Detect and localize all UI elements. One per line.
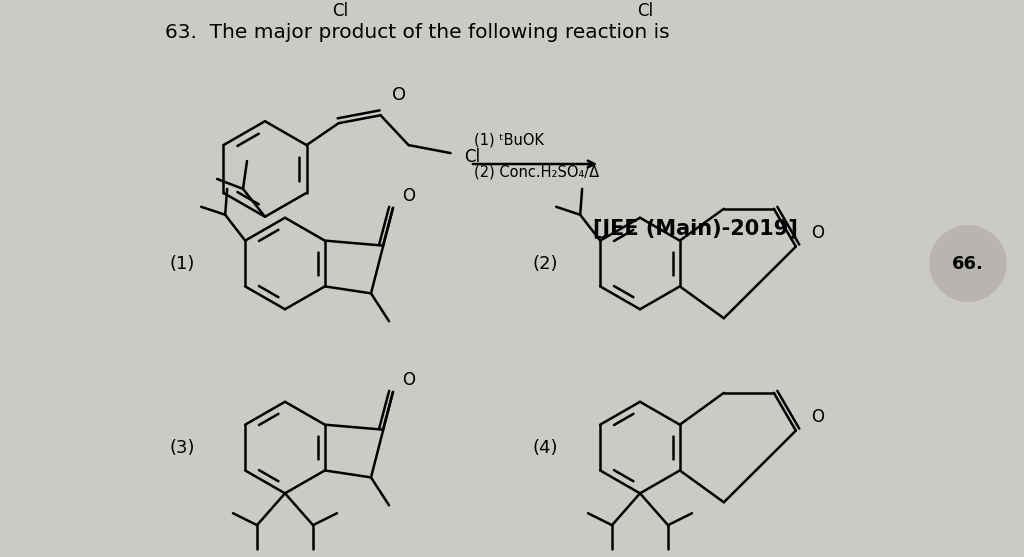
Text: (1) ᵗBuOK: (1) ᵗBuOK <box>474 133 544 148</box>
Text: (3): (3) <box>169 438 195 457</box>
Text: 66.: 66. <box>952 255 984 272</box>
Text: Cl: Cl <box>637 2 653 20</box>
Text: Cl: Cl <box>332 2 348 20</box>
Text: O: O <box>402 187 416 205</box>
Text: 63.  The major product of the following reaction is: 63. The major product of the following r… <box>165 23 670 42</box>
Circle shape <box>930 226 1006 301</box>
Text: O: O <box>391 86 406 104</box>
Text: [JEE (Main)-2019]: [JEE (Main)-2019] <box>593 219 798 239</box>
Text: Cl: Cl <box>465 148 480 166</box>
Text: O: O <box>811 224 824 242</box>
Text: O: O <box>811 408 824 426</box>
Text: (4): (4) <box>532 438 558 457</box>
Text: (1): (1) <box>169 255 195 272</box>
Text: (2): (2) <box>532 255 558 272</box>
Text: (2) Conc.H₂SO₄/Δ: (2) Conc.H₂SO₄/Δ <box>474 164 599 179</box>
Text: O: O <box>402 371 416 389</box>
